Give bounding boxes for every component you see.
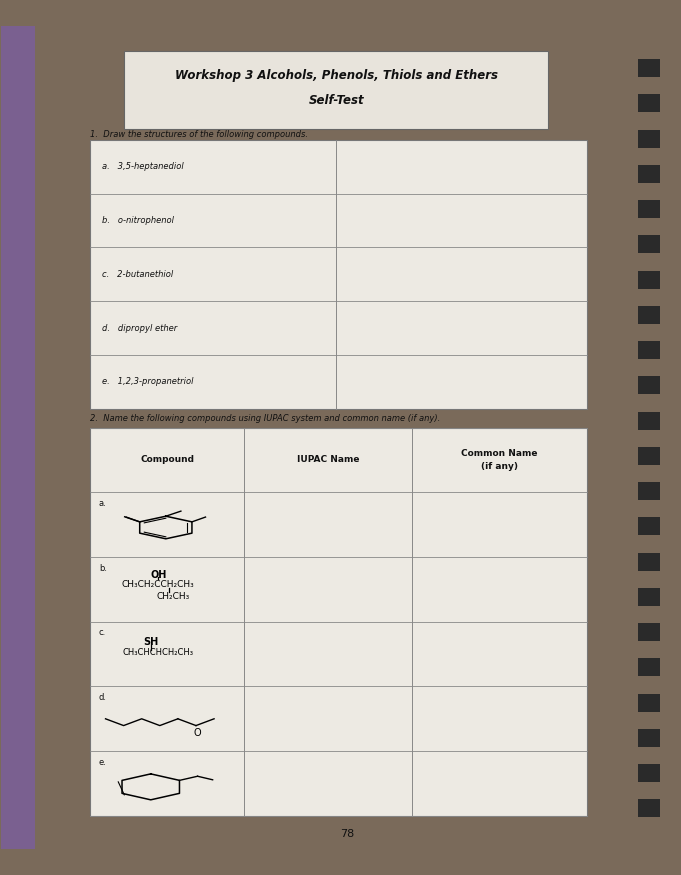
Text: c.   2-butanethiol: c. 2-butanethiol <box>101 270 173 279</box>
Bar <box>637 411 660 430</box>
Text: Workshop 3 Alcohols, Phenols, Thiols and Ethers: Workshop 3 Alcohols, Phenols, Thiols and… <box>174 69 498 82</box>
Text: CH₃CH₂CCH₂CH₃: CH₃CH₂CCH₂CH₃ <box>122 580 195 590</box>
Bar <box>637 164 660 183</box>
Text: (if any): (if any) <box>481 462 518 471</box>
Bar <box>1 26 35 849</box>
Text: OH: OH <box>150 570 166 580</box>
Text: b.   o-nitrophenol: b. o-nitrophenol <box>101 216 174 225</box>
Text: Self-Test: Self-Test <box>308 94 364 107</box>
Bar <box>91 428 588 816</box>
Bar <box>637 341 660 360</box>
Bar <box>637 588 660 606</box>
Text: IUPAC Name: IUPAC Name <box>296 456 359 465</box>
Bar <box>637 482 660 500</box>
Bar <box>637 517 660 536</box>
Bar <box>637 235 660 254</box>
Text: d.: d. <box>99 693 107 702</box>
Bar <box>637 694 660 711</box>
Text: 2.  Name the following compounds using IUPAC system and common name (if any).: 2. Name the following compounds using IU… <box>91 414 441 424</box>
Bar <box>91 140 588 409</box>
Bar <box>637 60 660 77</box>
Text: Compound: Compound <box>140 456 194 465</box>
Bar <box>637 270 660 289</box>
Bar <box>637 658 660 676</box>
Text: b.: b. <box>99 564 107 572</box>
Bar <box>637 306 660 324</box>
Bar <box>637 130 660 148</box>
FancyBboxPatch shape <box>124 51 548 129</box>
Text: CH₃CHCHCH₂CH₃: CH₃CHCHCH₂CH₃ <box>123 648 194 657</box>
Bar <box>637 94 660 113</box>
Bar <box>637 764 660 782</box>
Text: 78: 78 <box>340 829 354 839</box>
Text: 1.  Draw the structures of the following compounds.: 1. Draw the structures of the following … <box>91 130 308 139</box>
Text: e.   1,2,3-propanetriol: e. 1,2,3-propanetriol <box>101 377 193 387</box>
Text: d.   dipropyl ether: d. dipropyl ether <box>101 324 177 332</box>
Bar <box>637 800 660 817</box>
Text: a.   3,5-heptanediol: a. 3,5-heptanediol <box>101 162 183 172</box>
Bar <box>637 623 660 641</box>
Text: Common Name: Common Name <box>461 449 538 458</box>
Bar <box>637 200 660 218</box>
Text: SH: SH <box>143 637 159 647</box>
Text: CH₂CH₃: CH₂CH₃ <box>157 592 190 600</box>
Text: a.: a. <box>99 499 106 507</box>
Bar <box>637 553 660 570</box>
Bar <box>637 729 660 747</box>
Bar <box>637 376 660 395</box>
Text: c.: c. <box>99 628 106 637</box>
Text: e.: e. <box>99 758 107 766</box>
Bar <box>637 447 660 465</box>
Text: O: O <box>193 728 202 738</box>
